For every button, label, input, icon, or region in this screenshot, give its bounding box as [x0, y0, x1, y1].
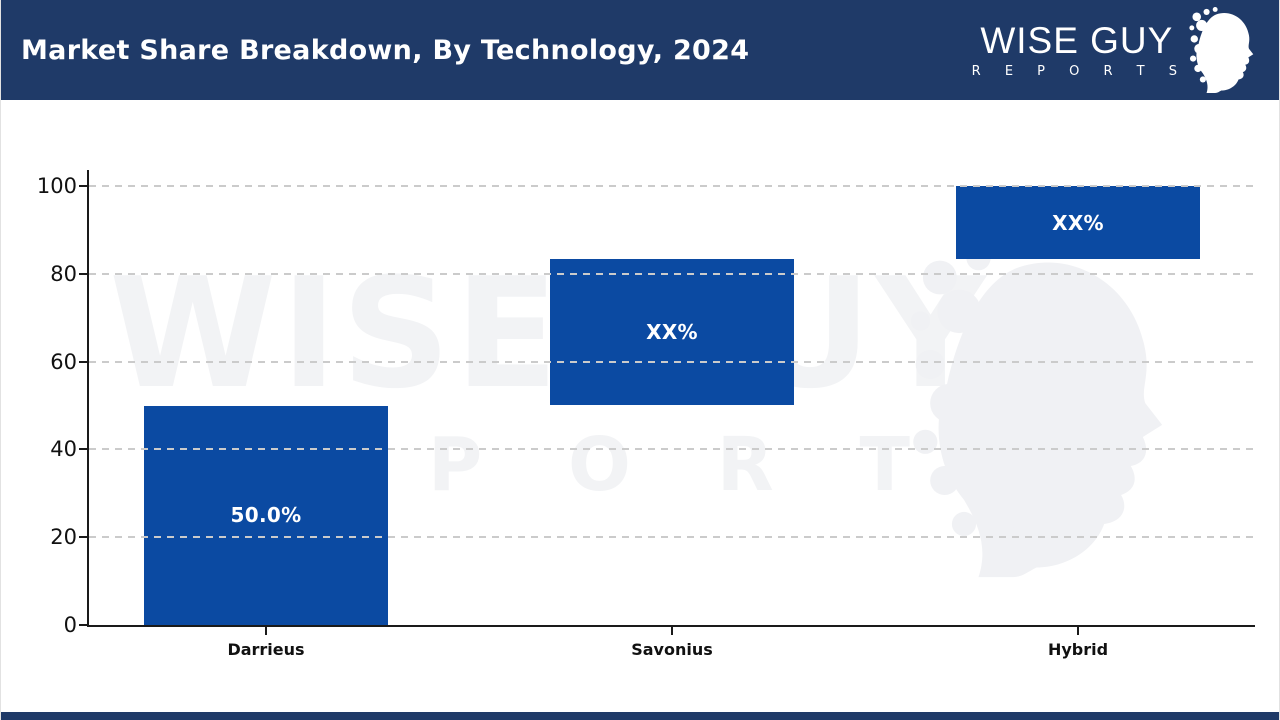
y-tick-label: 40 [50, 437, 77, 462]
x-tick-mark [671, 627, 673, 635]
y-tick-mark [79, 624, 87, 626]
y-tick-mark [79, 536, 87, 539]
brand-logo: WISE GUY R E P O R T S [967, 7, 1267, 93]
x-tick-mark [1077, 627, 1079, 635]
y-tick-mark [79, 185, 87, 187]
bar-hybrid: XX% [956, 186, 1200, 260]
header-bar: Market Share Breakdown, By Technology, 2… [1, 0, 1279, 100]
y-tick-mark [79, 360, 87, 363]
y-tick-label: 60 [50, 349, 77, 374]
bar-value-label: 50.0% [230, 503, 302, 528]
watermark-head-icon [906, 222, 1196, 594]
bar-darrieus: 50.0% [144, 405, 388, 625]
y-tick-label: 80 [50, 261, 77, 286]
brand-head-icon [1183, 7, 1267, 93]
y-tick-label: 0 [63, 613, 77, 637]
gridline-20 [89, 536, 1255, 539]
x-tick-label-darrieus: Darrieus [227, 640, 305, 659]
brand-subtitle: R E P O R T S [971, 64, 1187, 79]
footer-bar [1, 712, 1279, 720]
x-tick-label-hybrid: Hybrid [1047, 640, 1109, 659]
y-tick-mark [79, 272, 87, 275]
page-title: Market Share Breakdown, By Technology, 2… [21, 34, 750, 66]
gridline-40 [89, 448, 1255, 451]
bar-value-label: XX% [1052, 210, 1104, 235]
y-axis [87, 170, 89, 627]
brand-logo-text: WISE GUY R E P O R T S [967, 22, 1187, 78]
y-tick-label: 100 [36, 174, 77, 198]
watermark-text-line1: WISE GUY [109, 245, 990, 422]
x-tick-label-savonius: Savonius [631, 640, 713, 659]
y-tick-label: 20 [50, 525, 77, 550]
bar-savonius: XX% [550, 259, 794, 406]
gridline-80 [89, 272, 1255, 275]
brand-name: WISE GUY [980, 20, 1174, 61]
x-tick-mark [265, 627, 267, 635]
gridline-60 [89, 360, 1255, 363]
x-axis [87, 625, 1255, 627]
bar-value-label: XX% [646, 320, 698, 345]
gridline-100 [89, 185, 1255, 187]
y-tick-mark [79, 448, 87, 451]
